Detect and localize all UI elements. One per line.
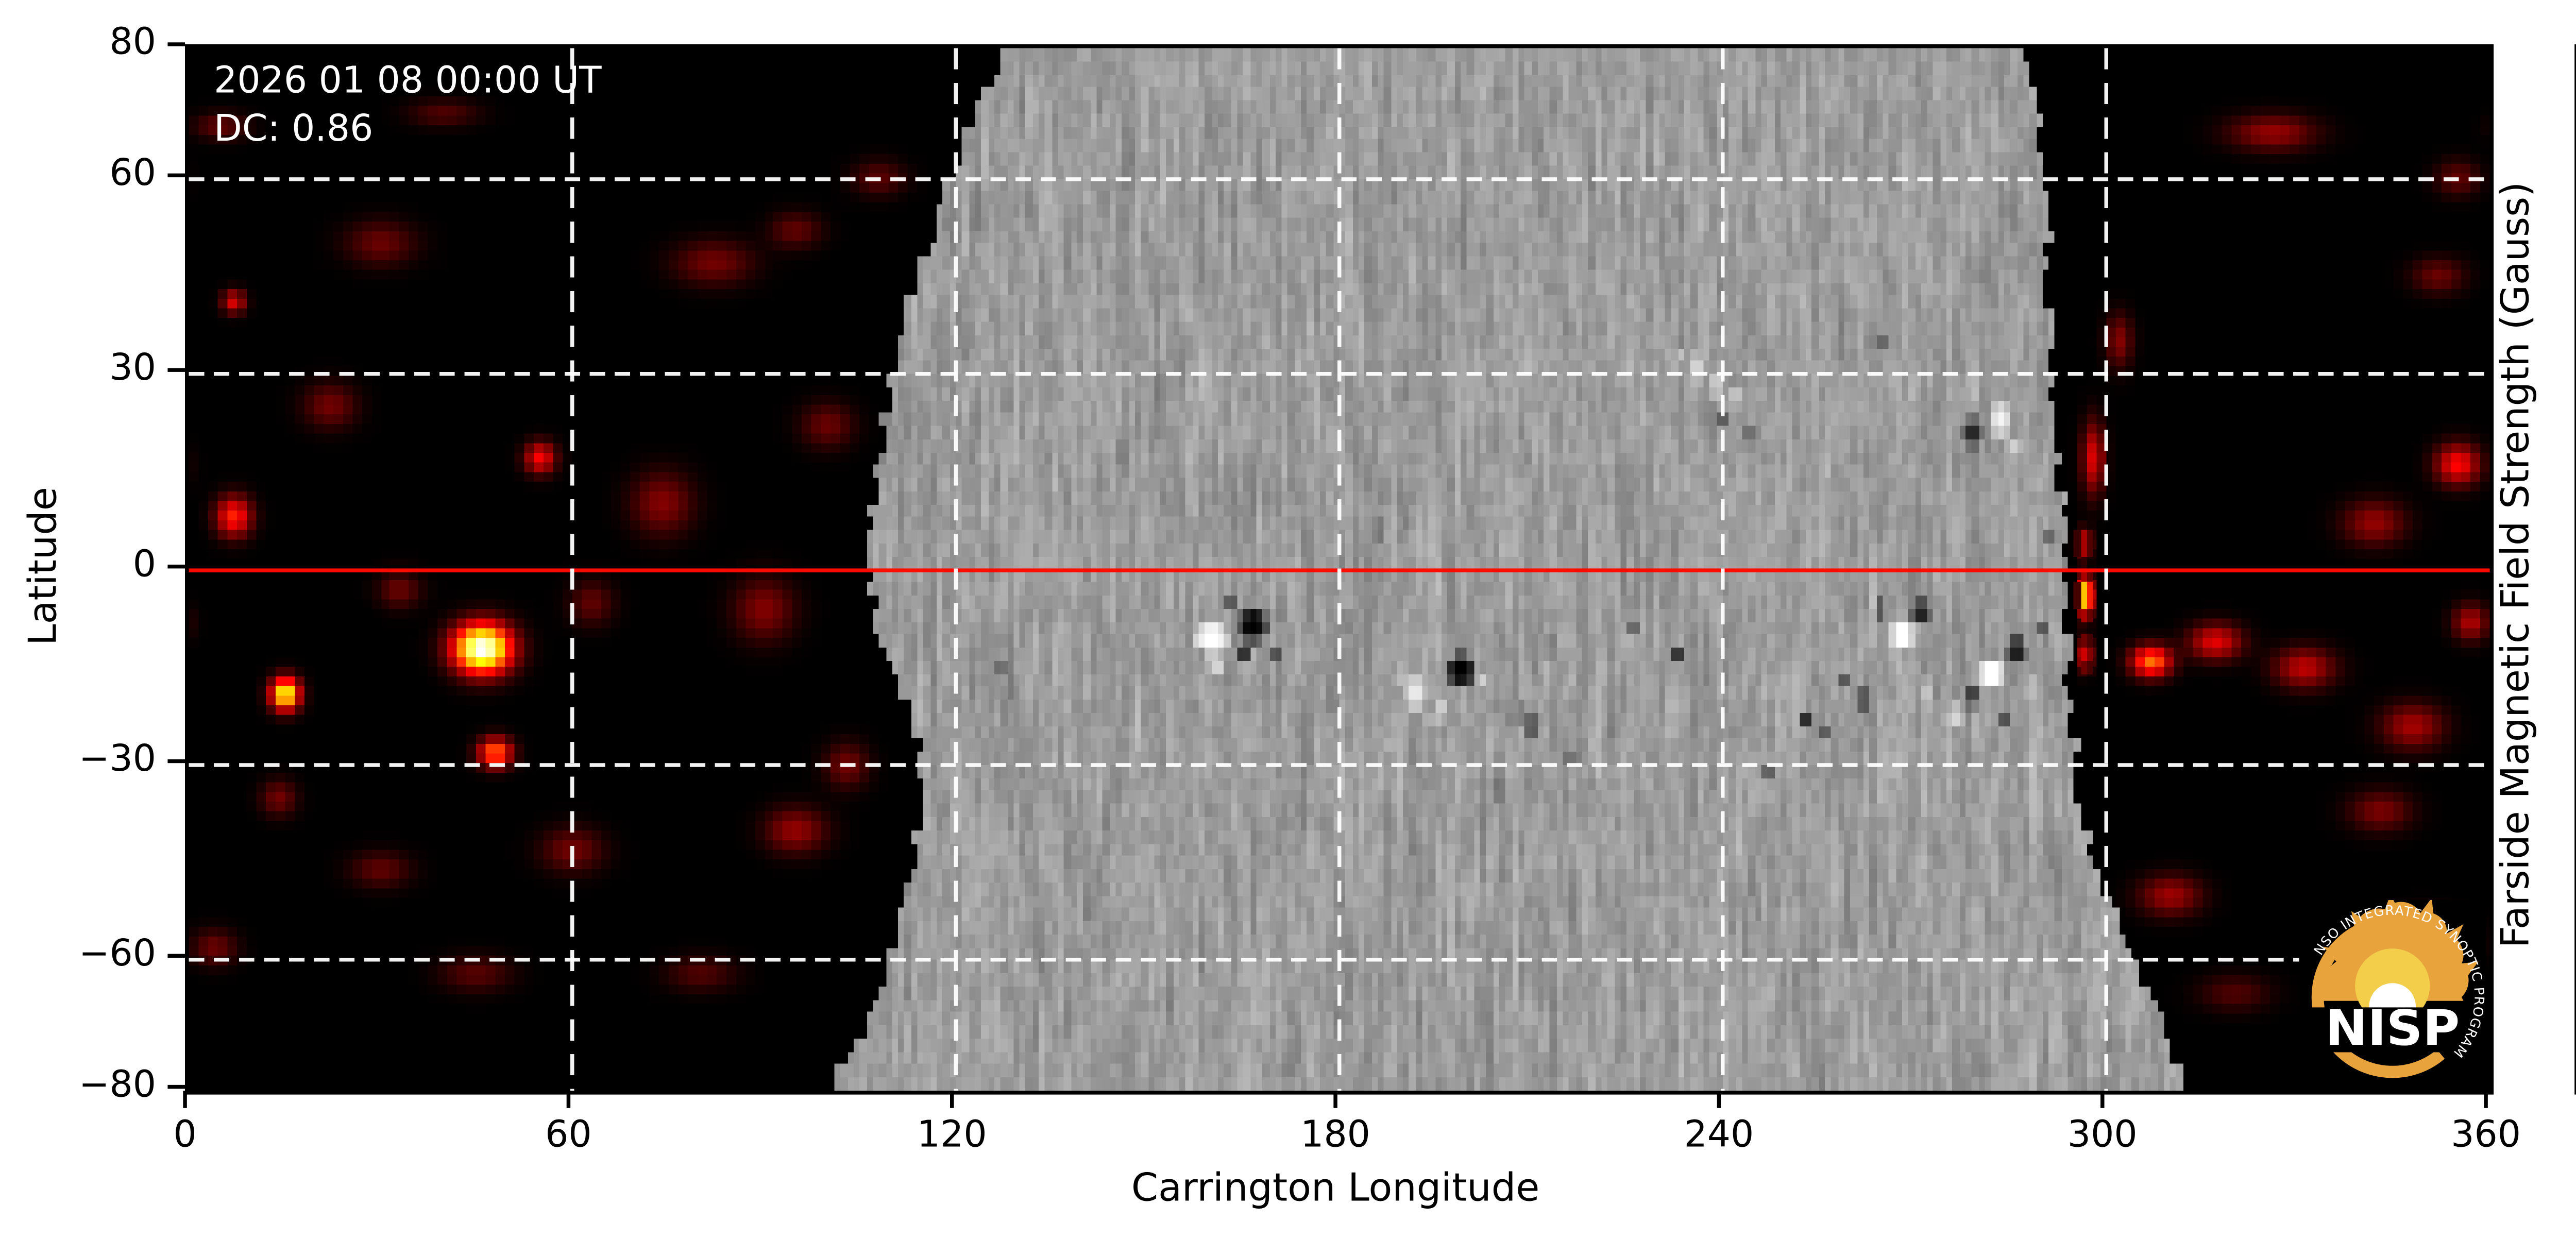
y-tick-label: −80: [78, 1063, 156, 1106]
x-tick-label: 0: [173, 1113, 197, 1157]
x-tick-label: 60: [545, 1113, 592, 1157]
nisp-logo-graphic: NISP NSO INTEGRATED SYNOPTIC PROGRAM: [2306, 900, 2486, 1078]
grid-line-vertical: [2104, 48, 2108, 1091]
y-tick: [167, 759, 185, 763]
grid-line-horizontal: [189, 762, 2490, 767]
x-tick: [566, 1091, 571, 1108]
x-tick: [950, 1091, 954, 1108]
map-annotation: 2026 01 08 00:00 UT DC: 0.86: [214, 58, 601, 155]
synoptic-map-axes: 2026 01 08 00:00 UT DC: 0.86 NISP NSO IN…: [185, 44, 2494, 1095]
y-tick: [167, 954, 185, 959]
nisp-logo: NISP NSO INTEGRATED SYNOPTIC PROGRAM: [2299, 900, 2486, 1087]
y-tick-label: 80: [109, 21, 156, 64]
x-tick-label: 240: [1684, 1113, 1754, 1157]
x-tick: [1333, 1091, 1337, 1108]
grid-line-horizontal: [189, 372, 2490, 376]
x-tick-label: 180: [1300, 1113, 1370, 1157]
x-axis-title: Carrington Longitude: [1131, 1164, 1540, 1210]
y-tick-label: 60: [109, 151, 156, 194]
grid-line-vertical: [1337, 48, 1342, 1091]
grid-line-vertical: [1721, 48, 1725, 1091]
grid-line-vertical: [570, 48, 574, 1091]
x-tick-label: 120: [917, 1113, 987, 1157]
grid-line-vertical: [954, 48, 958, 1091]
x-tick: [183, 1091, 187, 1108]
y-tick-label: −30: [78, 738, 156, 781]
grid-line-horizontal: [189, 958, 2490, 962]
logo-flame-spikes-icon: [2323, 900, 2479, 977]
y-tick-label: −60: [78, 933, 156, 976]
farside-colorbar-title: Farside Magnetic Field Strength (Gauss): [2492, 182, 2538, 949]
y-tick-label: 0: [132, 542, 156, 585]
x-tick: [1717, 1091, 1721, 1108]
y-tick-label: 30: [109, 347, 156, 389]
logo-acronym: NISP: [2325, 1000, 2460, 1057]
x-tick-label: 360: [2451, 1113, 2521, 1157]
y-tick: [167, 564, 185, 568]
x-tick: [2100, 1091, 2105, 1108]
y-tick: [167, 368, 185, 372]
grid-line-horizontal: [189, 176, 2490, 181]
x-tick-label: 300: [2067, 1113, 2138, 1157]
y-tick: [167, 1084, 185, 1089]
map-datetime: 2026 01 08 00:00 UT: [214, 59, 602, 103]
y-tick: [167, 173, 185, 177]
disk-coverage-value: DC: 0.86: [214, 108, 374, 151]
farside-colorbar: [2574, 44, 2576, 1095]
y-tick: [167, 42, 185, 46]
logo-text-band: [2306, 1007, 2479, 1053]
x-tick: [2484, 1091, 2488, 1108]
